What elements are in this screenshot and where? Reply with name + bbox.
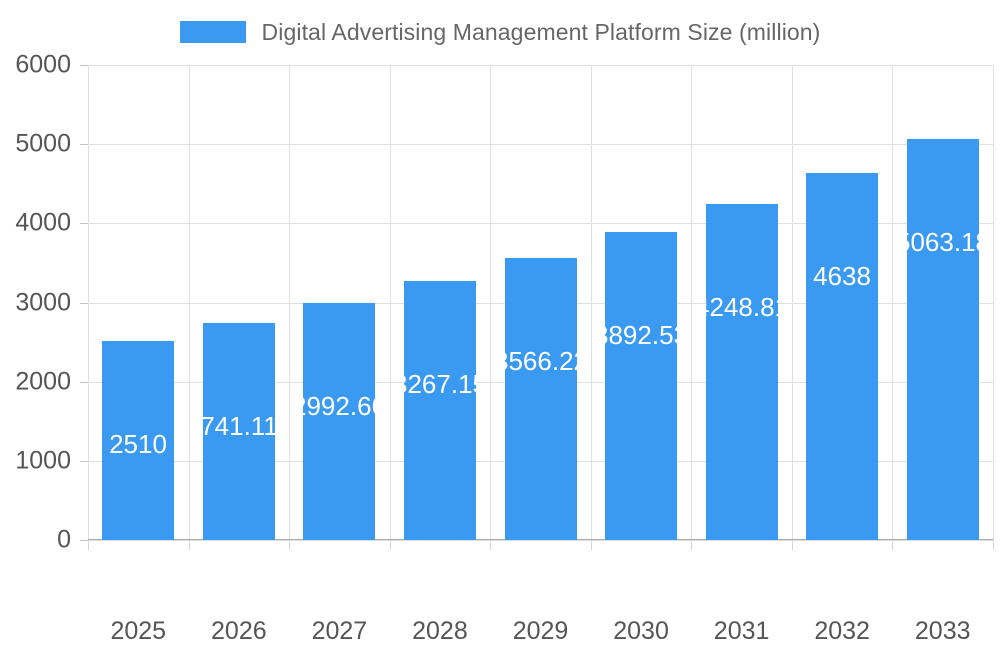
legend-color-swatch bbox=[179, 21, 246, 43]
bar-value-label: 3267.15 bbox=[404, 369, 476, 399]
y-tick-mark bbox=[80, 540, 88, 541]
bar[interactable]: 5063.18 bbox=[907, 139, 979, 540]
gridline-vertical bbox=[88, 65, 89, 540]
bar[interactable]: 3267.15 bbox=[404, 281, 476, 540]
gridline-vertical bbox=[792, 65, 793, 540]
bar[interactable]: 2741.116 bbox=[203, 323, 275, 540]
bar-value-label: 5063.18 bbox=[907, 227, 979, 257]
y-tick-mark bbox=[80, 461, 88, 462]
bar[interactable]: 3892.53 bbox=[605, 232, 677, 540]
gridline-vertical bbox=[892, 65, 893, 540]
bar[interactable]: 4248.81 bbox=[706, 204, 778, 540]
gridline-horizontal bbox=[88, 144, 993, 145]
gridline-vertical bbox=[189, 65, 190, 540]
x-tick-mark bbox=[691, 540, 692, 550]
y-tick-mark bbox=[80, 223, 88, 224]
gridline-vertical bbox=[390, 65, 391, 540]
bar-value-label: 2510 bbox=[109, 429, 167, 459]
gridline-vertical bbox=[691, 65, 692, 540]
y-tick-label: 2000 bbox=[15, 367, 71, 396]
y-tick-label: 5000 bbox=[15, 129, 71, 158]
y-tick-mark bbox=[80, 303, 88, 304]
x-tick-label: 2033 bbox=[914, 617, 971, 645]
x-tick-mark bbox=[88, 540, 89, 550]
gridline-vertical bbox=[993, 65, 994, 540]
y-tick-label: 0 bbox=[57, 525, 71, 554]
bar-value-label: 4638 bbox=[813, 261, 871, 291]
gridline-vertical bbox=[289, 65, 290, 540]
y-tick-label: 1000 bbox=[15, 446, 71, 475]
bar-value-label: 4248.81 bbox=[706, 292, 778, 322]
x-tick-mark bbox=[993, 540, 994, 550]
bar-value-label: 3892.53 bbox=[605, 320, 677, 350]
chart-legend: Digital Advertising Management Platform … bbox=[0, 14, 1000, 50]
gridline-vertical bbox=[591, 65, 592, 540]
x-tick-mark bbox=[490, 540, 491, 550]
bar-chart: Digital Advertising Management Platform … bbox=[0, 14, 1000, 645]
x-tick-mark bbox=[792, 540, 793, 550]
x-tick-mark bbox=[591, 540, 592, 550]
x-tick-mark bbox=[892, 540, 893, 550]
bar[interactable]: 2992.66 bbox=[303, 303, 375, 540]
bar-value-label: 2992.66 bbox=[303, 391, 375, 421]
x-tick-mark bbox=[390, 540, 391, 550]
bar-value-label: 3566.22 bbox=[505, 346, 577, 376]
gridline-vertical bbox=[490, 65, 491, 540]
bar[interactable]: 2510 bbox=[102, 341, 174, 540]
x-tick-mark bbox=[289, 540, 290, 550]
legend-label: Digital Advertising Management Platform … bbox=[261, 18, 821, 45]
bar[interactable]: 4638 bbox=[806, 173, 878, 540]
gridline-horizontal bbox=[88, 65, 993, 66]
bar[interactable]: 3566.22 bbox=[505, 258, 577, 540]
gridline-horizontal bbox=[88, 540, 993, 541]
x-tick-mark bbox=[189, 540, 190, 550]
bar-value-label: 2741.116 bbox=[203, 411, 275, 441]
y-tick-mark bbox=[80, 382, 88, 383]
gridline-horizontal bbox=[88, 223, 993, 224]
y-tick-label: 6000 bbox=[15, 50, 71, 79]
y-tick-label: 3000 bbox=[15, 288, 71, 317]
y-tick-mark bbox=[80, 65, 88, 66]
plot-area: 0 1000 2000 3000 4000 5000 6000 2025 2026 2027 20… bbox=[15, 51, 994, 645]
y-tick-label: 4000 bbox=[15, 208, 71, 237]
y-tick-mark bbox=[80, 144, 88, 145]
